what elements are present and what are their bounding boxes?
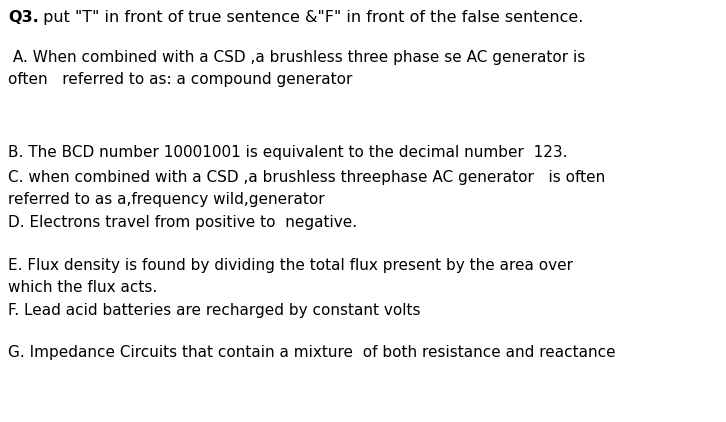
Text: D. Electrons travel from positive to  negative.: D. Electrons travel from positive to neg… [8, 215, 357, 230]
Text: C. when combined with a CSD ,a brushless threephase AC generator   is often: C. when combined with a CSD ,a brushless… [8, 170, 605, 185]
Text: often   referred to as: a compound generator: often referred to as: a compound generat… [8, 72, 352, 87]
Text: E. Flux density is found by dividing the total flux present by the area over: E. Flux density is found by dividing the… [8, 258, 573, 273]
Text: referred to as a,frequency wild,generator: referred to as a,frequency wild,generato… [8, 192, 325, 207]
Text: F. Lead acid batteries are recharged by constant volts: F. Lead acid batteries are recharged by … [8, 303, 420, 318]
Text: put "T" in front of true sentence &"F" in front of the false sentence.: put "T" in front of true sentence &"F" i… [38, 10, 584, 25]
Text: which the flux acts.: which the flux acts. [8, 280, 158, 295]
Text: B. The BCD number 10001001 is equivalent to the decimal number  123.: B. The BCD number 10001001 is equivalent… [8, 145, 568, 160]
Text: Q3.: Q3. [8, 10, 38, 25]
Text: G. Impedance Circuits that contain a mixture  of both resistance and reactance: G. Impedance Circuits that contain a mix… [8, 345, 616, 360]
Text: A. When combined with a CSD ,a brushless three phase se AC generator is: A. When combined with a CSD ,a brushless… [8, 50, 585, 65]
